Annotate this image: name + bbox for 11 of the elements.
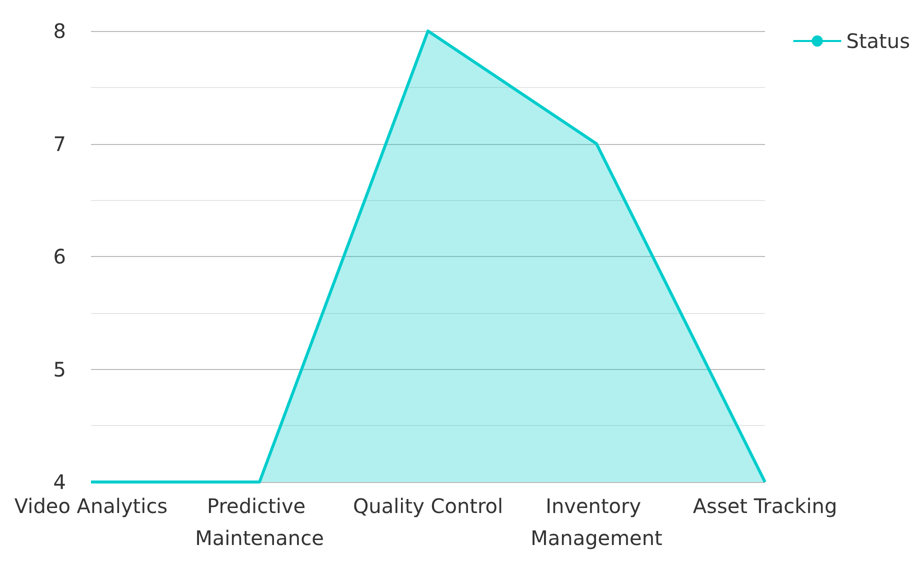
y-tick-label: 7 [53, 132, 66, 156]
y-tick-label: 4 [53, 470, 66, 494]
x-tick-label: Video Analytics [14, 494, 168, 518]
x-tick-label: Predictive Maintenance [195, 494, 324, 550]
legend-label: Status [846, 29, 910, 53]
y-tick-label: 6 [53, 244, 66, 268]
x-tick-label: Asset Tracking [692, 494, 838, 518]
y-tick-label: 8 [53, 19, 66, 43]
x-tick-label: Quality Control [352, 494, 504, 518]
y-tick-label: 5 [53, 357, 66, 382]
x-tick-label: Inventory Management [530, 494, 663, 550]
